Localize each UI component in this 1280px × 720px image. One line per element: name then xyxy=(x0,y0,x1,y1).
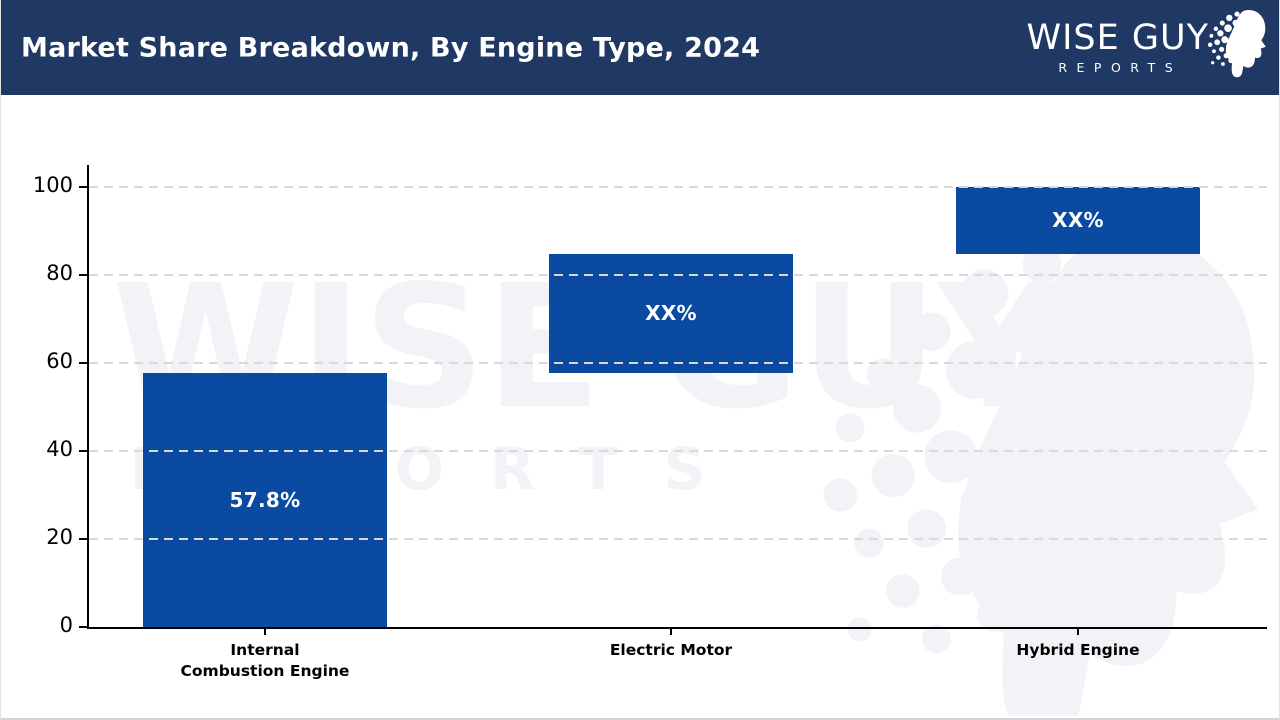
y-axis-tick-label: 0 xyxy=(59,613,73,637)
bar-internal-combustion-engine: 57.8% xyxy=(143,372,387,627)
y-axis-tick xyxy=(79,186,87,188)
bar-label-electric-motor: XX% xyxy=(645,301,697,326)
logo-wordmark: WISE GUY REPORTS xyxy=(1026,18,1209,76)
y-axis-line xyxy=(87,165,89,629)
y-axis-tick-label: 100 xyxy=(32,173,73,197)
y-axis-tick-label: 20 xyxy=(46,525,73,549)
bar-label-hybrid-engine: XX% xyxy=(1052,208,1104,233)
logo-line2: REPORTS xyxy=(1058,60,1183,75)
y-axis-tick xyxy=(79,450,87,452)
x-axis-line xyxy=(87,627,1267,629)
y-axis-tick-label: 80 xyxy=(46,261,73,285)
gridline-100 xyxy=(89,186,1267,188)
gridline-40 xyxy=(89,450,1267,452)
x-axis-label-internal-combustion-engine: Internal Combustion Engine xyxy=(180,641,350,680)
y-axis-tick-label: 60 xyxy=(46,349,73,373)
gridline-20 xyxy=(89,538,1267,540)
header: Market Share Breakdown, By Engine Type, … xyxy=(1,0,1279,95)
bar-hybrid-engine: XX% xyxy=(956,187,1200,254)
y-axis-tick xyxy=(79,626,87,628)
logo-line1: WISE GUY xyxy=(1026,18,1209,58)
x-axis-tick xyxy=(670,629,672,635)
y-axis-tick xyxy=(79,274,87,276)
gridline-80 xyxy=(89,274,1267,276)
page-title: Market Share Breakdown, By Engine Type, … xyxy=(21,32,761,63)
bar-label-internal-combustion-engine: 57.8% xyxy=(229,487,301,512)
gridline-60 xyxy=(89,362,1267,364)
x-axis-tick xyxy=(1077,629,1079,635)
bar-electric-motor: XX% xyxy=(549,253,793,373)
y-axis-tick xyxy=(79,362,87,364)
y-axis-tick xyxy=(79,538,87,540)
x-axis-tick xyxy=(264,629,266,635)
wiseguy-logo: WISE GUY REPORTS xyxy=(1026,6,1269,90)
y-axis-tick-label: 40 xyxy=(46,437,73,461)
x-axis-label-hybrid-engine: Hybrid Engine xyxy=(1016,641,1140,659)
x-axis-label-electric-motor: Electric Motor xyxy=(609,641,733,659)
